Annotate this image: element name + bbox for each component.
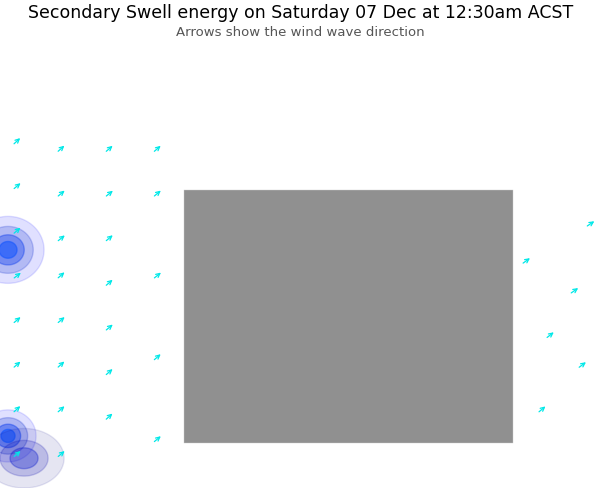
Polygon shape <box>0 216 44 284</box>
Polygon shape <box>0 440 48 476</box>
Polygon shape <box>0 226 33 273</box>
Text: Secondary Swell energy on Saturday 07 Dec at 12:30am ACST: Secondary Swell energy on Saturday 07 De… <box>28 4 573 22</box>
Bar <box>185 190 513 443</box>
Polygon shape <box>0 418 28 454</box>
Polygon shape <box>0 410 36 462</box>
Text: Arrows show the wind wave direction: Arrows show the wind wave direction <box>176 26 425 39</box>
Polygon shape <box>0 428 64 488</box>
Polygon shape <box>10 448 38 468</box>
Polygon shape <box>1 429 15 443</box>
Polygon shape <box>0 242 17 258</box>
Polygon shape <box>0 235 24 265</box>
Polygon shape <box>0 424 20 447</box>
